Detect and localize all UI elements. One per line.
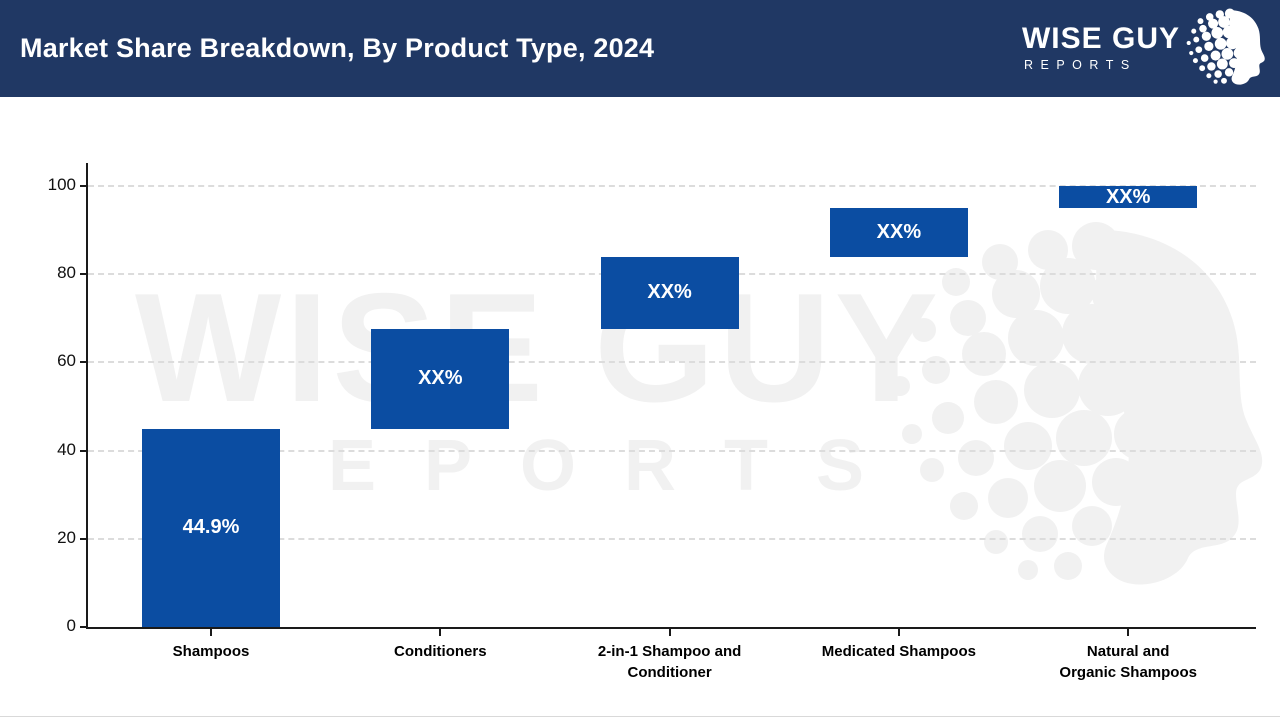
y-tick-label: 80 [57,263,76,283]
category-label: Conditioners [394,643,487,660]
x-tick [439,629,442,636]
gridline-100 [88,185,1256,187]
watermark-subtext: REPORTS [228,426,913,506]
bar-segment-4: XX% [829,208,968,257]
y-tick-label: 60 [57,351,76,371]
y-tick [80,537,88,540]
y-tick [80,449,88,452]
bar-segment-1: 44.9% [142,428,280,627]
x-axis-spine [86,627,1256,629]
category-label: Shampoos [172,643,250,660]
y-tick-label: 40 [57,439,76,459]
bar-segment-5: XX% [1059,185,1198,209]
chart-title: Market Share Breakdown, By Product Type,… [20,33,655,63]
gridline-60 [88,361,1256,364]
y-tick [80,185,88,187]
y-axis-spine [86,163,88,629]
bar-value-label: XX% [1105,185,1151,208]
header-bar: Market Share Breakdown, By Product Type,… [0,0,1280,97]
category-label: 2-in-1 Shampoo and Conditioner [597,643,742,681]
logo-head-icon [1182,8,1266,88]
y-tick-label: 20 [57,527,76,547]
gridline-40 [88,449,1256,452]
bar-value-label: XX% [647,281,692,304]
bar-segment-2: XX% [371,329,510,429]
y-tick-label: 100 [47,175,76,194]
gridline-20 [88,537,1256,540]
logo-subtext: REPORTS [1023,58,1137,72]
x-tick [897,629,900,636]
x-tick [1127,629,1130,636]
y-tick [80,626,88,628]
bar-value-label: XX% [876,220,922,243]
watermark-wordmark: WISE GUY [135,261,943,434]
y-tick [80,361,88,364]
logo-wordmark: WISE GUY [1021,22,1180,55]
x-tick [668,629,671,636]
category-label: Natural and Organic Shampoos [1059,643,1197,681]
bar-segment-3: XX% [600,256,739,330]
footer-divider [0,716,1280,717]
y-tick [80,273,88,276]
wiseguy-logo: WISE GUY REPORTS [1022,8,1266,88]
y-tick-label: 0 [66,616,76,635]
bar-value-label: 44.9% [182,516,240,539]
category-label: Medicated Shampoos [821,643,976,660]
bar-value-label: XX% [418,367,463,390]
x-tick [210,629,212,636]
